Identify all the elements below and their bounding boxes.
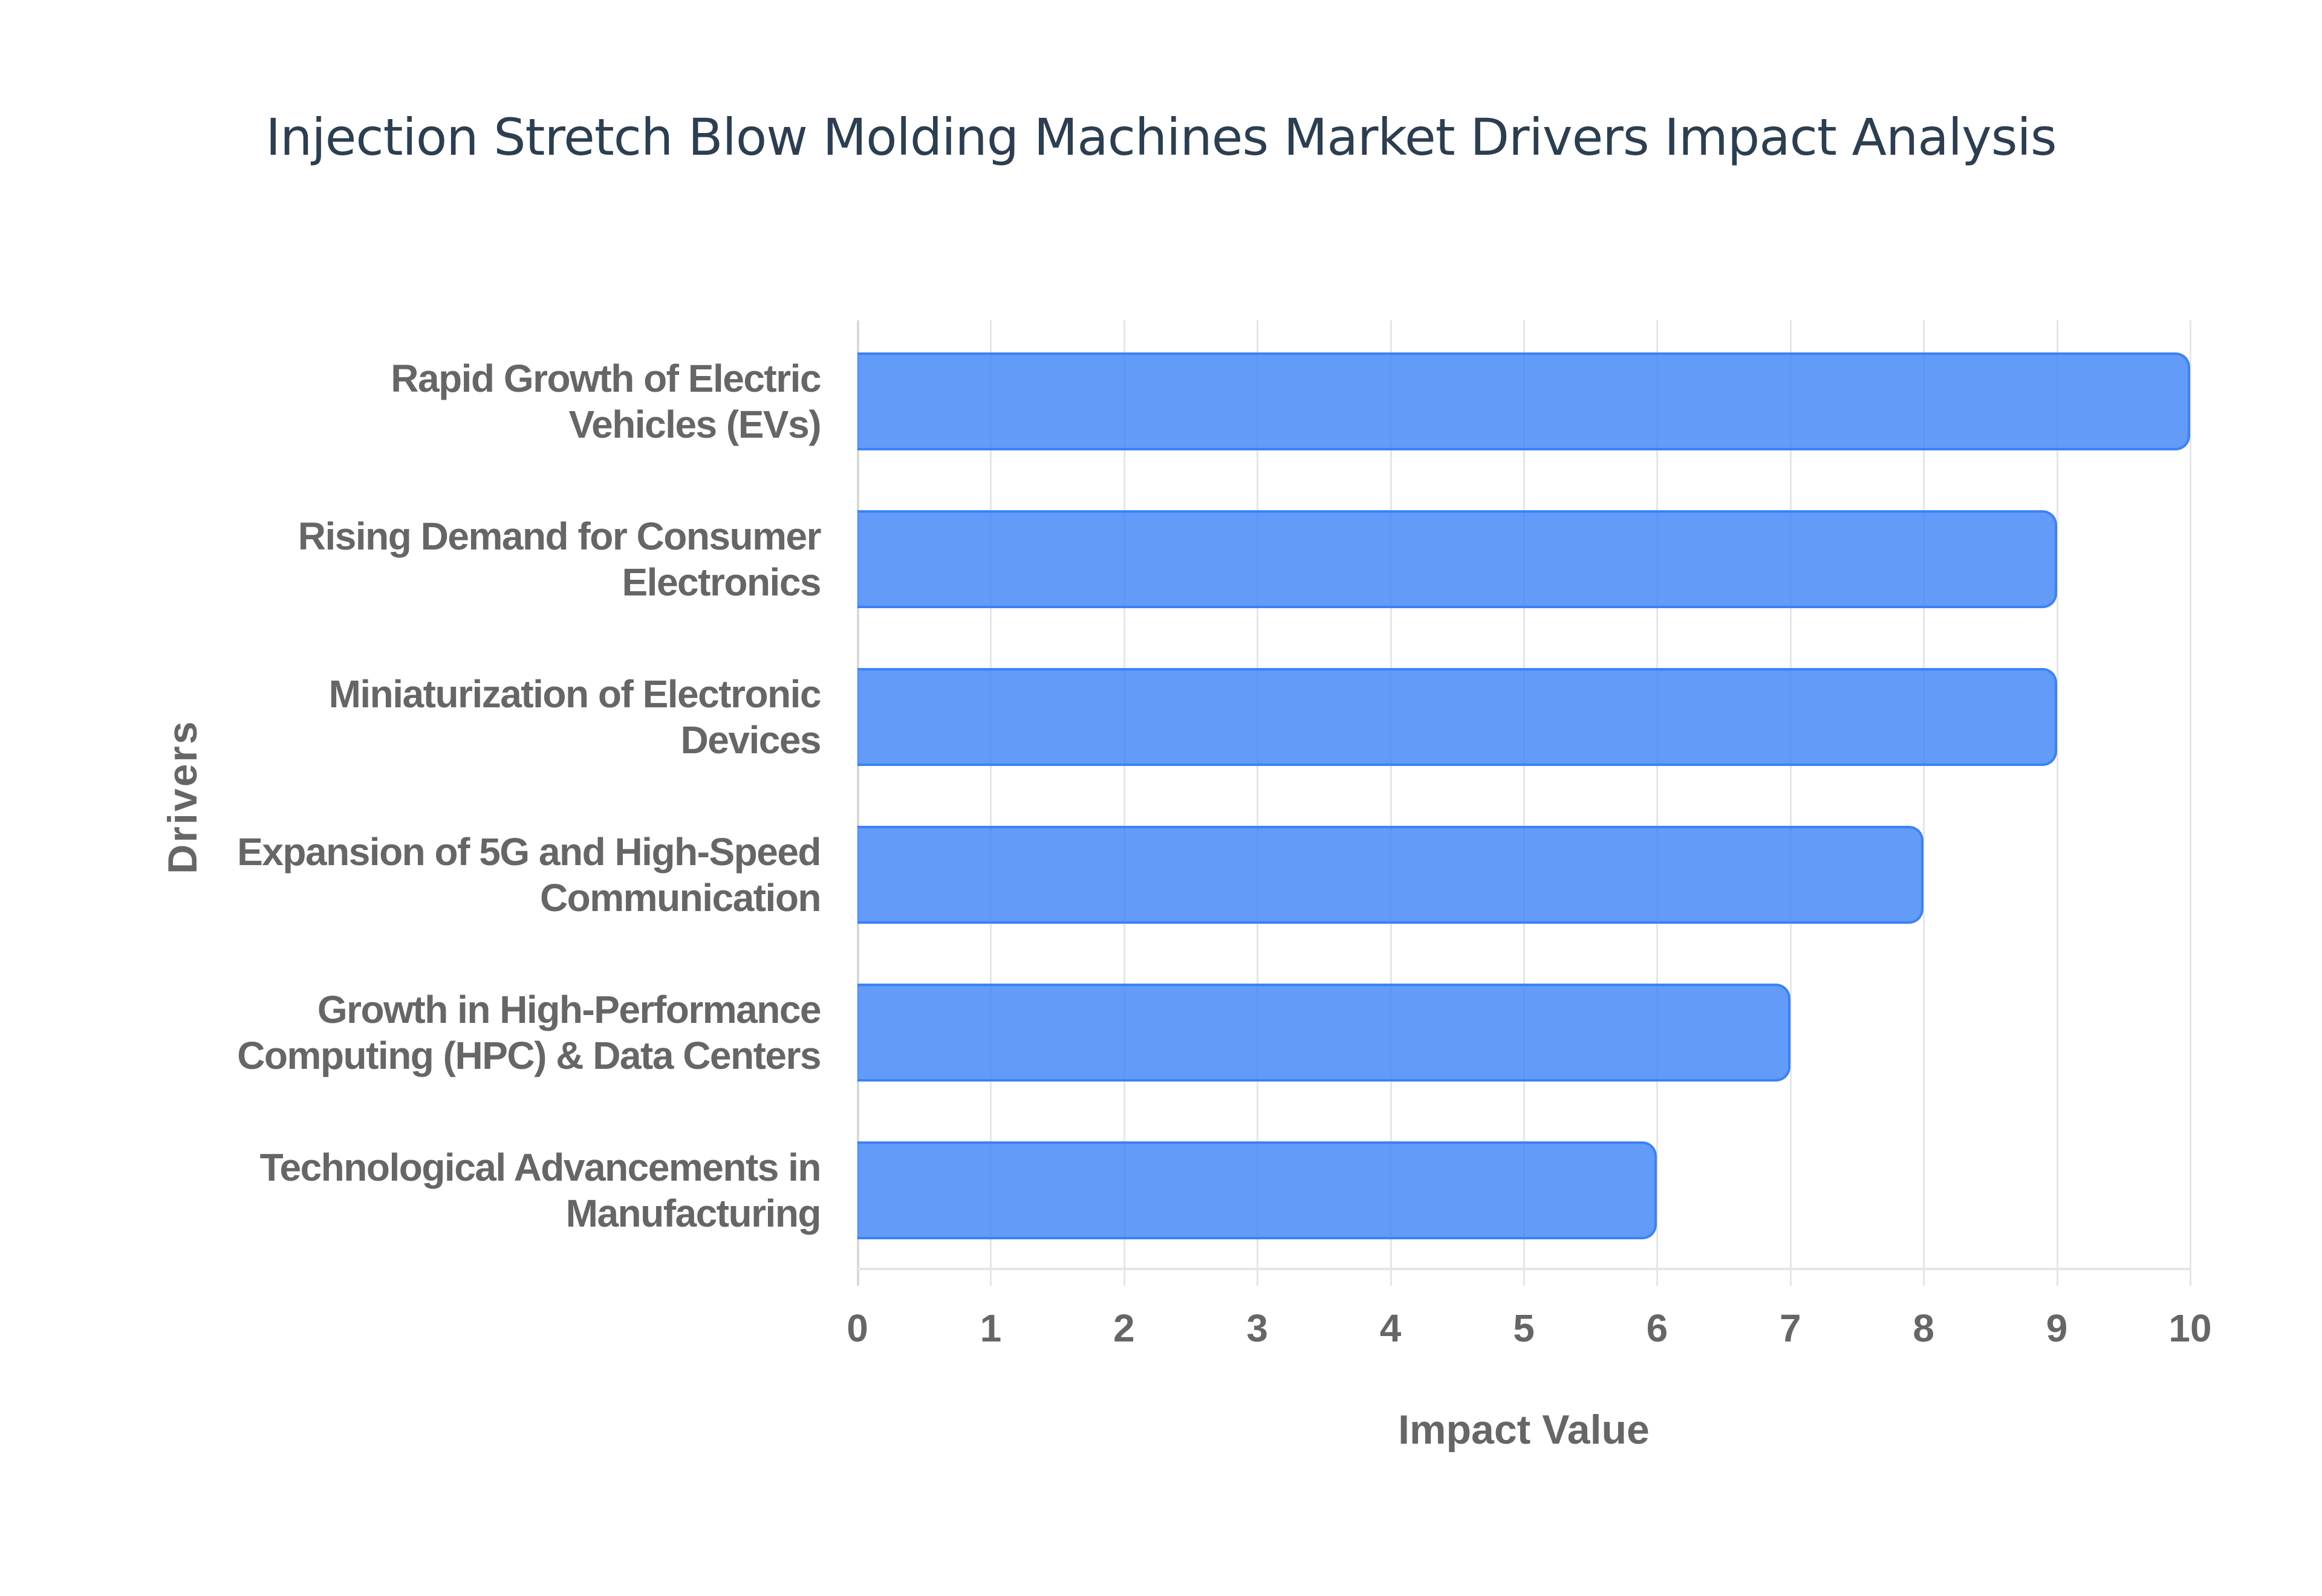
y-tick-label-line: Communication xyxy=(539,876,822,920)
gridline xyxy=(2056,320,2058,1286)
x-axis-title: Impact Value xyxy=(1398,1407,1650,1453)
y-tick-label: Growth in High-Performance Computing (HPC… xyxy=(155,987,821,1079)
y-tick-label: Technological Advancements in Manufacturi… xyxy=(155,1144,822,1236)
x-axis-line xyxy=(857,1268,2191,1270)
y-tick-label-line: Manufacturing xyxy=(565,1192,822,1236)
gridline xyxy=(2190,320,2191,1286)
x-tick-label: 10 xyxy=(2168,1306,2212,1350)
y-tick-label-line: Electronics xyxy=(622,560,821,604)
plot-area xyxy=(857,320,2191,1286)
y-tick-label: Rising Demand for Consumer Electronics xyxy=(155,513,822,605)
y-tick-label-line: Growth in High-Performance xyxy=(317,988,822,1032)
y-tick-label-line: Rapid Growth of Electric xyxy=(391,356,821,400)
y-tick-label-line: Devices xyxy=(680,718,822,762)
y-tick-label: Miniaturization of Electronic Devices xyxy=(155,671,822,763)
y-tick-label-line: Expansion of 5G and High-Speed xyxy=(237,830,821,874)
y-tick-label-line: Vehicles (EVs) xyxy=(568,402,821,446)
y-axis-line xyxy=(857,320,859,1286)
x-tick-label: 2 xyxy=(1113,1306,1135,1350)
gridline xyxy=(1123,320,1125,1286)
chart-title: Injection Stretch Blow Molding Machines … xyxy=(265,108,2057,167)
y-tick-label: Expansion of 5G and High-Speed Communicat… xyxy=(155,829,821,921)
bar[interactable] xyxy=(857,984,1790,1082)
gridline xyxy=(1390,320,1392,1286)
x-tick-label: 4 xyxy=(1379,1306,1402,1350)
x-tick-label: 3 xyxy=(1246,1306,1268,1350)
bar[interactable] xyxy=(857,1141,1657,1240)
x-tick-label: 0 xyxy=(847,1306,868,1350)
bar[interactable] xyxy=(857,826,1924,924)
gridline xyxy=(1789,320,1792,1286)
gridline xyxy=(1257,320,1259,1286)
x-tick-label: 8 xyxy=(1913,1306,1934,1350)
bar[interactable] xyxy=(857,352,2190,450)
bar[interactable] xyxy=(857,667,2057,766)
y-tick-label-line: Rising Demand for Consumer xyxy=(298,514,822,558)
x-tick-label: 6 xyxy=(1646,1306,1668,1350)
y-tick-label-line: Miniaturization of Electronic xyxy=(328,672,822,716)
x-tick-label: 7 xyxy=(1780,1306,1801,1350)
x-tick-label: 5 xyxy=(1513,1306,1535,1350)
y-tick-label-line: Computing (HPC) & Data Centers xyxy=(237,1034,821,1078)
y-tick-label: Rapid Growth of Electric Vehicles (EVs) xyxy=(155,355,821,447)
gridline xyxy=(1656,320,1659,1286)
x-tick-label: 1 xyxy=(980,1306,1002,1350)
x-tick-label: 9 xyxy=(2046,1306,2068,1350)
gridline xyxy=(990,320,992,1286)
gridline xyxy=(1523,320,1525,1286)
bar[interactable] xyxy=(857,510,2057,608)
y-tick-label-line: Technological Advancements in xyxy=(259,1146,822,1190)
gridline xyxy=(1923,320,1925,1286)
